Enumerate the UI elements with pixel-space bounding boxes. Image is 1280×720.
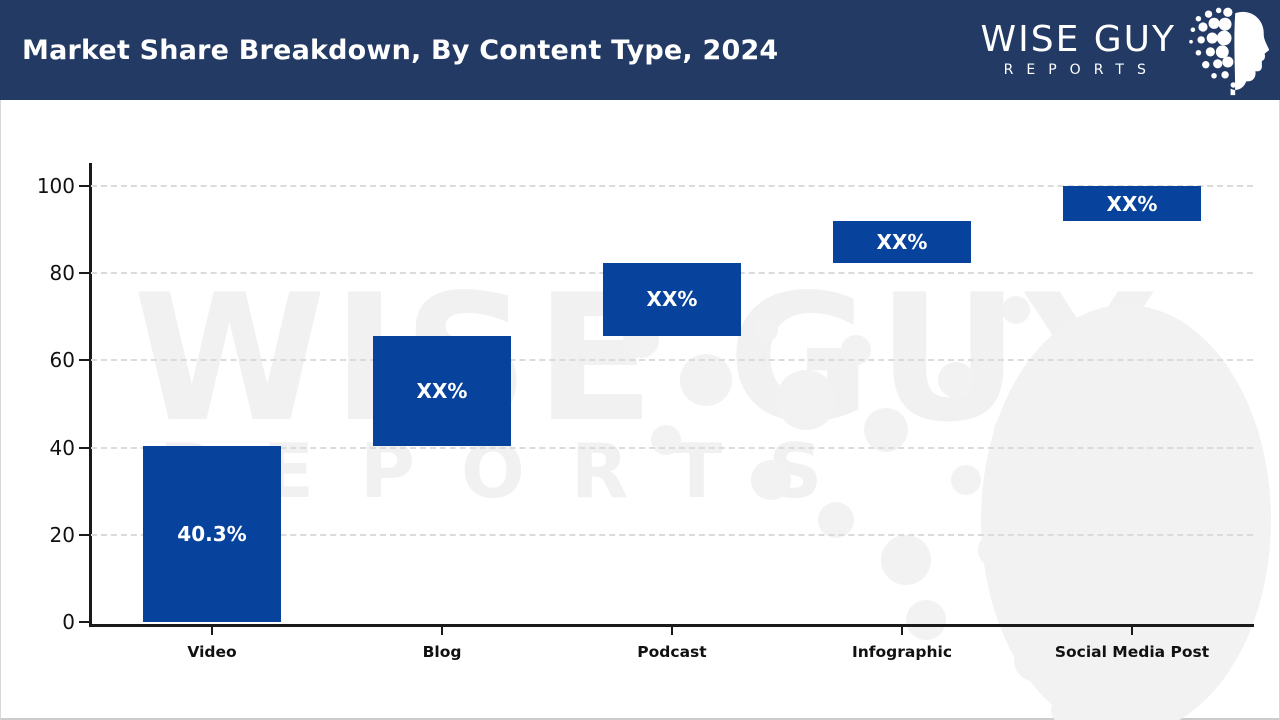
bar-podcast — [603, 262, 741, 336]
brand-logo: WISE GUY REPORTS — [981, 4, 1280, 96]
x-tick-label-podcast: Podcast — [637, 643, 707, 661]
plot-area: 0 20 40 60 80 100 40.3% Video XX% Blog XX% Podcast X… — [37, 163, 1254, 661]
bar-value-label-blog: XX% — [416, 378, 468, 403]
bar-video — [143, 446, 281, 622]
bar-value-label-podcast: XX% — [646, 287, 698, 312]
x-tick-label-social-media-post: Social Media Post — [1054, 643, 1210, 661]
y-tick-label-20: 20 — [49, 522, 75, 547]
y-tick-label-80: 80 — [49, 261, 75, 286]
y-tick-0 — [79, 621, 89, 623]
y-tick-label-60: 60 — [49, 348, 75, 373]
x-tick-blog — [441, 627, 443, 635]
x-tick-podcast — [671, 627, 673, 635]
watermark-head-icon — [623, 296, 1271, 720]
bar-infographic — [833, 221, 971, 263]
dotted-head-icon — [1189, 7, 1270, 96]
y-axis-spine — [89, 163, 92, 625]
gridline-20 — [91, 533, 1253, 536]
y-tick-80 — [79, 272, 89, 275]
bar-value-label-social-media-post: XX% — [1106, 191, 1158, 216]
x-tick-social-media-post — [1131, 627, 1133, 635]
y-tick-label-100: 100 — [36, 174, 75, 198]
chart-canvas: WISE GUY REPORTS 0 20 40 60 80 100 40.3% Video X… — [0, 100, 1280, 720]
x-tick-label-video: Video — [187, 643, 237, 661]
page-title: Market Share Breakdown, By Content Type,… — [22, 34, 779, 66]
bar-blog — [373, 335, 511, 447]
gridline-100 — [91, 185, 1253, 187]
logo-text: WISE GUY REPORTS — [980, 19, 1177, 79]
y-tick-label-40: 40 — [49, 435, 75, 460]
y-tick-100 — [79, 185, 89, 187]
x-tick-label-infographic: Infographic — [851, 643, 953, 661]
y-tick-60 — [79, 359, 89, 362]
x-tick-video — [211, 627, 213, 635]
x-axis-spine — [89, 624, 1254, 627]
bar-value-label-infographic: XX% — [876, 230, 928, 255]
x-tick-infographic — [901, 627, 903, 635]
x-tick-label-blog: Blog — [422, 643, 462, 661]
gridline-40 — [91, 446, 1253, 449]
bar-value-label-video: 40.3% — [177, 522, 247, 547]
y-tick-label-0: 0 — [62, 610, 75, 634]
y-tick-40 — [79, 446, 89, 449]
y-tick-20 — [79, 533, 89, 536]
header-bar: Market Share Breakdown, By Content Type,… — [0, 0, 1280, 100]
gridline-60 — [91, 359, 1253, 362]
bar-social-media-post — [1063, 186, 1201, 222]
logo-secondary-text: REPORTS — [1003, 62, 1159, 78]
logo-primary-text: WISE GUY — [980, 19, 1176, 60]
